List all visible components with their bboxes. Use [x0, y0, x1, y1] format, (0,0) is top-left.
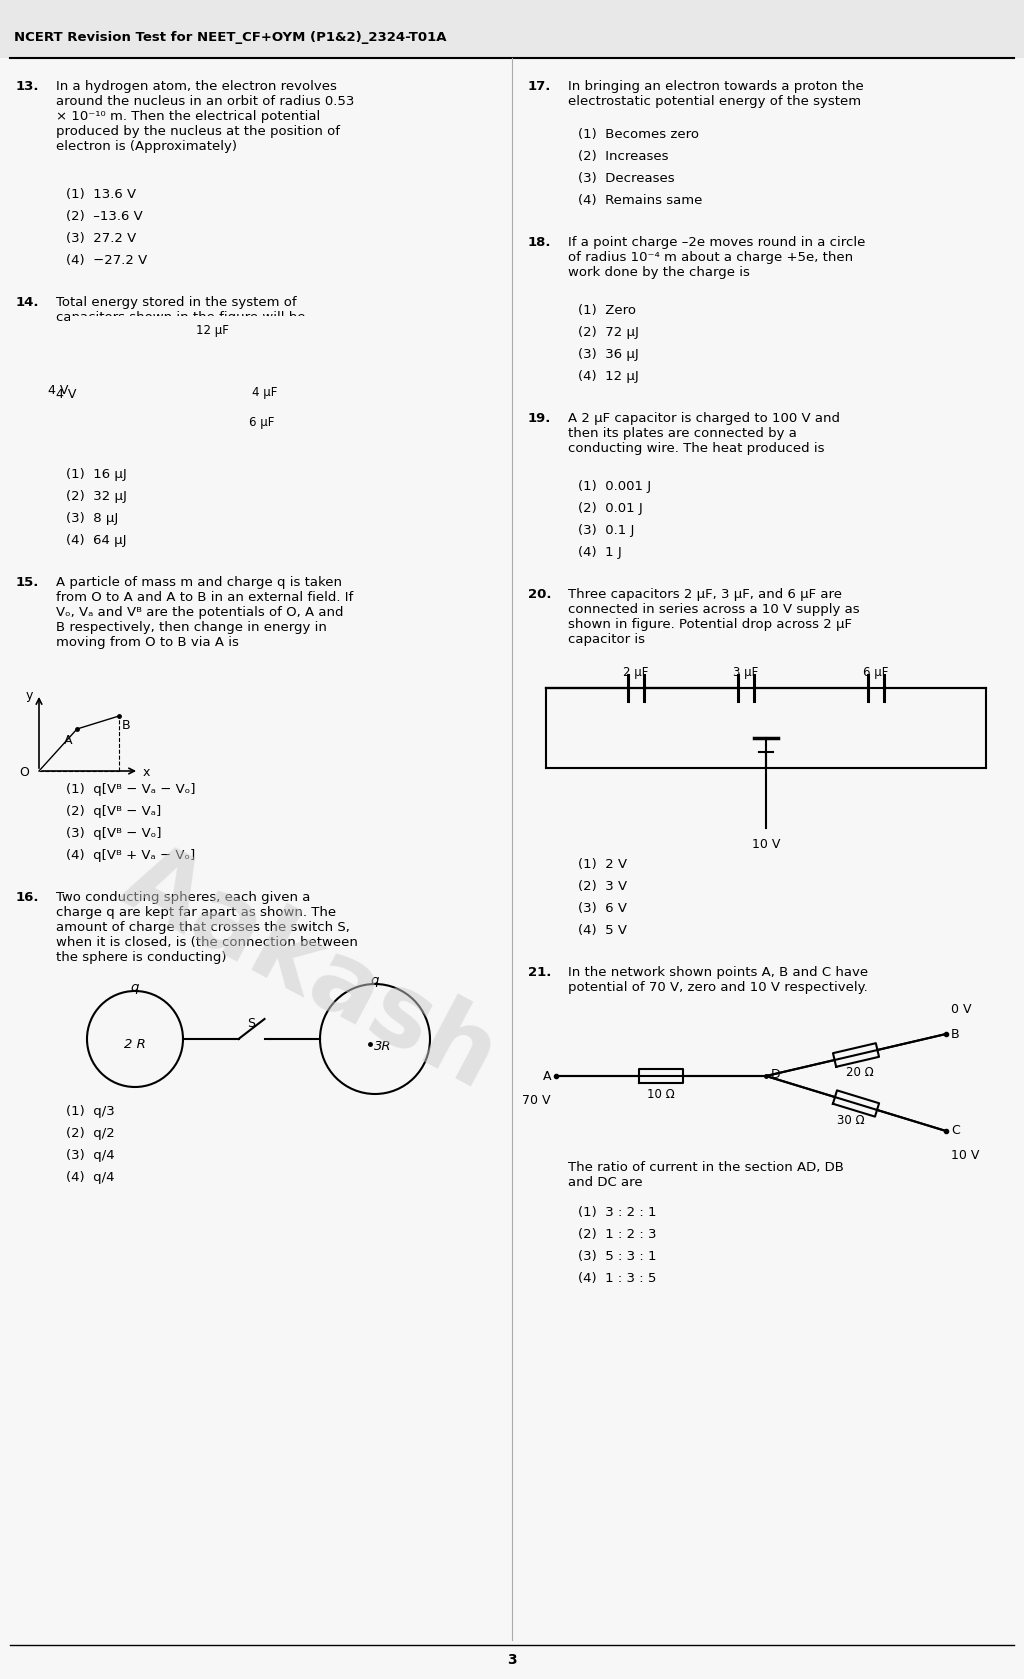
Text: 4 V: 4 V — [55, 388, 76, 401]
Text: (3)  q/4: (3) q/4 — [66, 1148, 115, 1162]
Text: If a point charge –2e moves round in a circle
of radius 10⁻⁴ m about a charge +5: If a point charge –2e moves round in a c… — [568, 237, 865, 279]
Text: Aakash: Aakash — [106, 831, 514, 1108]
Text: 19.: 19. — [528, 411, 551, 425]
Text: q: q — [371, 974, 379, 987]
Text: q: q — [131, 981, 139, 994]
Text: 4 V: 4 V — [48, 384, 68, 396]
Bar — [0, 0, 1024, 59]
Text: 6 μF: 6 μF — [249, 416, 274, 430]
Text: 3: 3 — [507, 1654, 517, 1667]
Text: Two conducting spheres, each given a
charge q are kept far apart as shown. The
a: Two conducting spheres, each given a cha… — [56, 892, 357, 964]
Text: 6 μF: 6 μF — [863, 667, 889, 678]
Text: (4)  64 μJ: (4) 64 μJ — [66, 534, 127, 547]
Text: (2)  q/2: (2) q/2 — [66, 1127, 115, 1140]
Text: 3 μF: 3 μF — [733, 667, 759, 678]
Text: 18.: 18. — [528, 237, 552, 248]
Text: 12 μF: 12 μF — [218, 324, 252, 337]
Text: 14.: 14. — [16, 296, 40, 309]
Text: (4)  1 : 3 : 5: (4) 1 : 3 : 5 — [578, 1273, 656, 1284]
Text: S: S — [248, 1017, 256, 1029]
Text: 10 V: 10 V — [951, 1148, 979, 1162]
Text: (3)  5 : 3 : 1: (3) 5 : 3 : 1 — [578, 1249, 656, 1263]
Text: D: D — [771, 1068, 780, 1081]
Text: (2)  q[Vᴮ − Vₐ]: (2) q[Vᴮ − Vₐ] — [66, 804, 161, 818]
Text: (1)  13.6 V: (1) 13.6 V — [66, 188, 136, 201]
Text: 10 V: 10 V — [752, 838, 780, 851]
Text: A: A — [543, 1070, 551, 1083]
Bar — [70, 316, 350, 477]
Text: (1)  q/3: (1) q/3 — [66, 1105, 115, 1118]
Text: (1)  0.001 J: (1) 0.001 J — [578, 480, 651, 494]
Text: 13.: 13. — [16, 81, 40, 92]
Text: (2)  3 V: (2) 3 V — [578, 880, 627, 893]
Text: (2)  72 μJ: (2) 72 μJ — [578, 326, 639, 339]
Text: 15.: 15. — [16, 576, 39, 589]
Text: 12 μF: 12 μF — [196, 324, 229, 337]
Text: (1)  Zero: (1) Zero — [578, 304, 636, 317]
Text: (1)  2 V: (1) 2 V — [578, 858, 627, 871]
Text: (4)  1 J: (4) 1 J — [578, 546, 622, 559]
Text: A 2 μF capacitor is charged to 100 V and
then its plates are connected by a
cond: A 2 μF capacitor is charged to 100 V and… — [568, 411, 840, 455]
Text: 2 μF: 2 μF — [624, 667, 648, 678]
Text: 17.: 17. — [528, 81, 551, 92]
Text: (2)  32 μJ: (2) 32 μJ — [66, 490, 127, 504]
Text: B: B — [122, 719, 131, 732]
Text: 30 Ω: 30 Ω — [837, 1115, 864, 1127]
Text: (2)  Increases: (2) Increases — [578, 149, 669, 163]
Text: 4 μF: 4 μF — [252, 386, 278, 398]
Text: (3)  8 μJ: (3) 8 μJ — [66, 512, 118, 526]
Text: 2 R: 2 R — [124, 1038, 146, 1051]
Text: O: O — [19, 767, 29, 779]
Text: (3)  Decreases: (3) Decreases — [578, 171, 675, 185]
Text: C: C — [951, 1125, 959, 1137]
Text: In a hydrogen atom, the electron revolves
around the nucleus in an orbit of radi: In a hydrogen atom, the electron revolve… — [56, 81, 354, 153]
Text: 20 Ω: 20 Ω — [846, 1066, 873, 1080]
Text: 70 V: 70 V — [522, 1095, 551, 1106]
Text: In bringing an electron towards a proton the
electrostatic potential energy of t: In bringing an electron towards a proton… — [568, 81, 864, 107]
Text: (3)  0.1 J: (3) 0.1 J — [578, 524, 635, 537]
Text: (1)  3 : 2 : 1: (1) 3 : 2 : 1 — [578, 1206, 656, 1219]
Text: y: y — [26, 688, 33, 702]
Text: (4)  12 μJ: (4) 12 μJ — [578, 369, 639, 383]
Text: (1)  q[Vᴮ − Vₐ − Vₒ]: (1) q[Vᴮ − Vₐ − Vₒ] — [66, 782, 196, 796]
Text: (2)  –13.6 V: (2) –13.6 V — [66, 210, 142, 223]
Text: (2)  0.01 J: (2) 0.01 J — [578, 502, 643, 515]
Text: In the network shown points A, B and C have
potential of 70 V, zero and 10 V res: In the network shown points A, B and C h… — [568, 965, 868, 994]
Text: Total energy stored in the system of
capacitors shown in the figure will be: Total energy stored in the system of cap… — [56, 296, 305, 324]
Text: 0 V: 0 V — [951, 1002, 972, 1016]
Text: (4)  q[Vᴮ + Vₐ − Vₒ]: (4) q[Vᴮ + Vₐ − Vₒ] — [66, 850, 196, 861]
Text: 10 Ω: 10 Ω — [647, 1088, 675, 1100]
Text: (4)  Remains same: (4) Remains same — [578, 195, 702, 207]
Text: 3R: 3R — [374, 1041, 392, 1053]
Text: (3)  q[Vᴮ − Vₒ]: (3) q[Vᴮ − Vₒ] — [66, 828, 162, 840]
Text: (3)  6 V: (3) 6 V — [578, 902, 627, 915]
Text: 20.: 20. — [528, 588, 552, 601]
Text: (4)  5 V: (4) 5 V — [578, 923, 627, 937]
Text: (2)  1 : 2 : 3: (2) 1 : 2 : 3 — [578, 1227, 656, 1241]
Text: 21.: 21. — [528, 965, 551, 979]
Text: NCERT Revision Test for NEET_CF+OYM (P1&2)_2324-T01A: NCERT Revision Test for NEET_CF+OYM (P1&… — [14, 32, 446, 45]
Text: A particle of mass m and charge q is taken
from O to A and A to B in an external: A particle of mass m and charge q is tak… — [56, 576, 353, 650]
Text: Three capacitors 2 μF, 3 μF, and 6 μF are
connected in series across a 10 V supp: Three capacitors 2 μF, 3 μF, and 6 μF ar… — [568, 588, 859, 646]
Text: The ratio of current in the section AD, DB
and DC are: The ratio of current in the section AD, … — [568, 1160, 844, 1189]
Text: (3)  27.2 V: (3) 27.2 V — [66, 232, 136, 245]
Text: 16.: 16. — [16, 892, 40, 903]
Text: (1)  Becomes zero: (1) Becomes zero — [578, 128, 699, 141]
Text: x: x — [143, 767, 151, 779]
Text: (1)  16 μJ: (1) 16 μJ — [66, 468, 127, 480]
Text: (4)  q/4: (4) q/4 — [66, 1170, 115, 1184]
Text: (3)  36 μJ: (3) 36 μJ — [578, 348, 639, 361]
Text: A: A — [63, 734, 72, 747]
Text: B: B — [951, 1028, 959, 1041]
Text: (4)  −27.2 V: (4) −27.2 V — [66, 254, 147, 267]
